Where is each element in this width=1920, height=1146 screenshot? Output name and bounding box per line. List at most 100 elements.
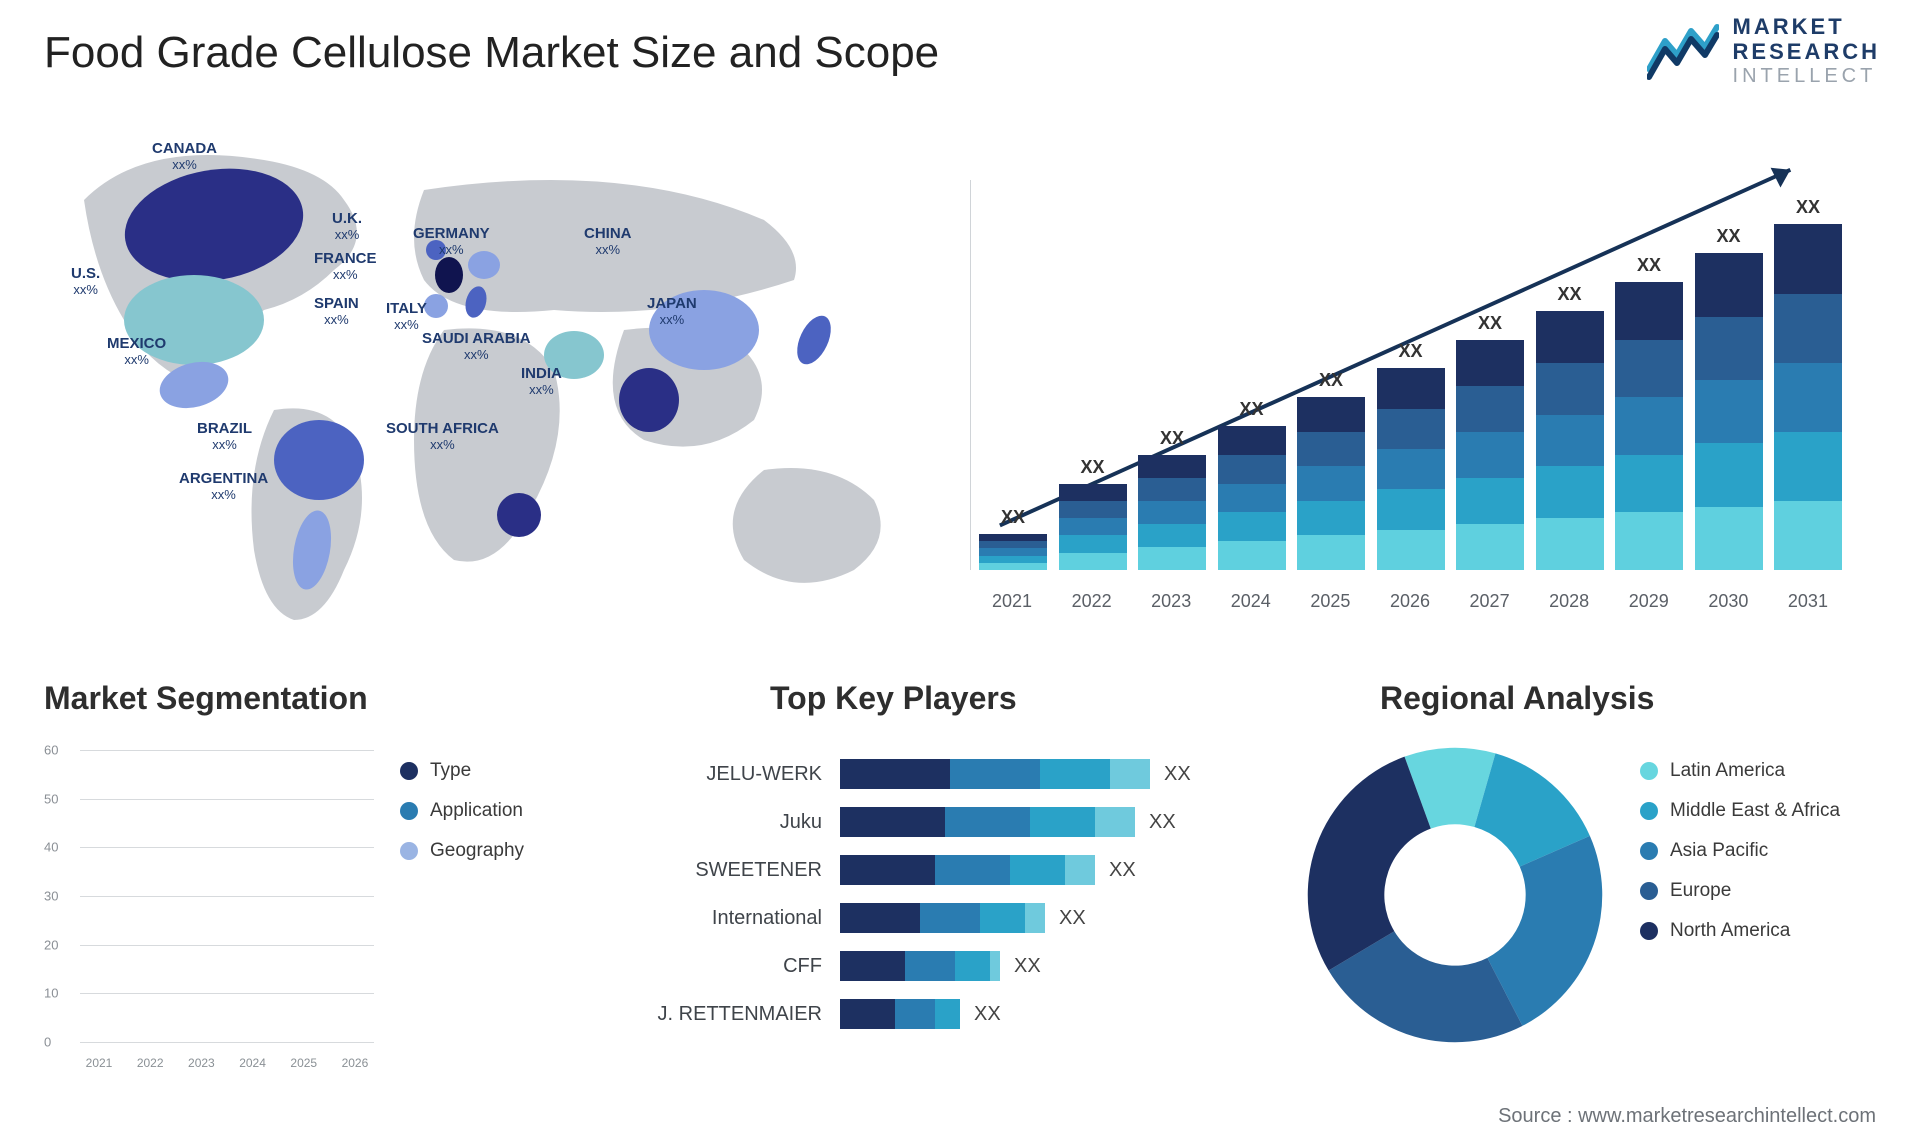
legend-item: Type [400, 760, 524, 782]
player-name: Juku [640, 811, 840, 834]
x-tick: 2027 [1456, 591, 1524, 612]
growth-bar: XX [1774, 197, 1842, 570]
regional-title: Regional Analysis [1380, 680, 1654, 717]
map-label: INDIAxx% [521, 365, 562, 397]
map-label: ITALYxx% [386, 300, 427, 332]
y-tick: 10 [44, 986, 58, 1001]
donut-slice [1308, 757, 1431, 971]
map-label: SAUDI ARABIAxx% [422, 330, 531, 362]
player-bar [840, 999, 960, 1029]
map-label: JAPANxx% [647, 295, 697, 327]
map-label: U.K.xx% [332, 210, 362, 242]
growth-bar: XX [979, 507, 1047, 570]
x-tick: 2024 [234, 1056, 272, 1070]
bar-value-label: XX [1160, 428, 1184, 449]
player-value: XX [1164, 763, 1191, 786]
world-map: CANADAxx% U.S.xx% MEXICOxx% BRAZILxx% ARGENT… [44, 130, 944, 630]
regional-donut [1300, 740, 1610, 1050]
y-tick: 30 [44, 889, 58, 904]
map-label: MEXICOxx% [107, 335, 166, 367]
player-bar [840, 951, 1000, 981]
map-label: BRAZILxx% [197, 420, 252, 452]
segmentation-chart: 202120222023202420252026 0102030405060 [44, 740, 374, 1070]
player-row: SWEETENER XX [640, 846, 1260, 894]
x-tick: 2023 [1137, 591, 1205, 612]
legend-item: Middle East & Africa [1640, 800, 1840, 822]
bar-value-label: XX [1557, 284, 1581, 305]
player-name: CFF [640, 955, 840, 978]
key-players-chart: JELU-WERKXXJukuXXSWEETENERXXInternationa… [640, 750, 1260, 1038]
x-tick: 2025 [285, 1056, 323, 1070]
player-row: J. RETTENMAIER XX [640, 990, 1260, 1038]
growth-bar: XX [1377, 341, 1445, 570]
growth-bar: XX [1297, 370, 1365, 570]
logo-text-1: MARKET [1733, 14, 1880, 39]
player-bar [840, 759, 1150, 789]
x-tick: 2021 [978, 591, 1046, 612]
player-bar [840, 903, 1045, 933]
x-tick: 2023 [182, 1056, 220, 1070]
x-tick: 2022 [131, 1056, 169, 1070]
bar-value-label: XX [1239, 399, 1263, 420]
bar-value-label: XX [1319, 370, 1343, 391]
segmentation-title: Market Segmentation [44, 680, 368, 717]
x-tick: 2029 [1615, 591, 1683, 612]
players-title: Top Key Players [770, 680, 1017, 717]
source-text: Source : www.marketresearchintellect.com [1498, 1105, 1876, 1128]
bar-value-label: XX [1796, 197, 1820, 218]
growth-bar: XX [1695, 226, 1763, 570]
player-bar [840, 855, 1095, 885]
brand-logo: MARKET RESEARCH INTELLECT [1647, 14, 1880, 88]
bar-value-label: XX [1637, 255, 1661, 276]
y-tick: 20 [44, 937, 58, 952]
world-map-svg [44, 130, 944, 630]
growth-bar: XX [1138, 428, 1206, 570]
player-value: XX [1059, 907, 1086, 930]
player-row: JELU-WERK XX [640, 750, 1260, 798]
bar-value-label: XX [1001, 507, 1025, 528]
legend-item: Geography [400, 840, 524, 862]
y-tick: 50 [44, 791, 58, 806]
logo-mark-icon [1647, 21, 1719, 81]
player-name: SWEETENER [640, 859, 840, 882]
player-row: CFF XX [640, 942, 1260, 990]
legend-item: Application [400, 800, 524, 822]
player-value: XX [974, 1003, 1001, 1026]
bar-value-label: XX [1716, 226, 1740, 247]
growth-bar: XX [1456, 313, 1524, 570]
x-tick: 2030 [1694, 591, 1762, 612]
player-row: Juku XX [640, 798, 1260, 846]
growth-bar: XX [1615, 255, 1683, 570]
y-tick: 0 [44, 1035, 51, 1050]
player-value: XX [1149, 811, 1176, 834]
logo-text-3: INTELLECT [1733, 65, 1880, 88]
player-bar [840, 807, 1135, 837]
map-label: U.S.xx% [71, 265, 100, 297]
player-name: JELU-WERK [640, 763, 840, 786]
x-tick: 2026 [336, 1056, 374, 1070]
x-tick: 2028 [1535, 591, 1603, 612]
regional-legend: Latin AmericaMiddle East & AfricaAsia Pa… [1640, 760, 1840, 960]
map-label: ARGENTINAxx% [179, 470, 268, 502]
legend-item: Asia Pacific [1640, 840, 1840, 862]
y-tick: 60 [44, 743, 58, 758]
growth-bar: XX [1218, 399, 1286, 570]
legend-item: North America [1640, 920, 1840, 942]
player-value: XX [1014, 955, 1041, 978]
logo-text-2: RESEARCH [1733, 39, 1880, 64]
bar-value-label: XX [1080, 457, 1104, 478]
player-name: J. RETTENMAIER [640, 1003, 840, 1026]
map-label: SOUTH AFRICAxx% [386, 420, 499, 452]
player-row: International XX [640, 894, 1260, 942]
player-value: XX [1109, 859, 1136, 882]
growth-bar: XX [1059, 457, 1127, 570]
x-tick: 2022 [1058, 591, 1126, 612]
player-name: International [640, 907, 840, 930]
bar-value-label: XX [1398, 341, 1422, 362]
map-label: CANADAxx% [152, 140, 217, 172]
donut-icon [1300, 740, 1610, 1050]
bar-value-label: XX [1478, 313, 1502, 334]
map-label: FRANCExx% [314, 250, 377, 282]
legend-item: Europe [1640, 880, 1840, 902]
growth-bar: XX [1536, 284, 1604, 570]
